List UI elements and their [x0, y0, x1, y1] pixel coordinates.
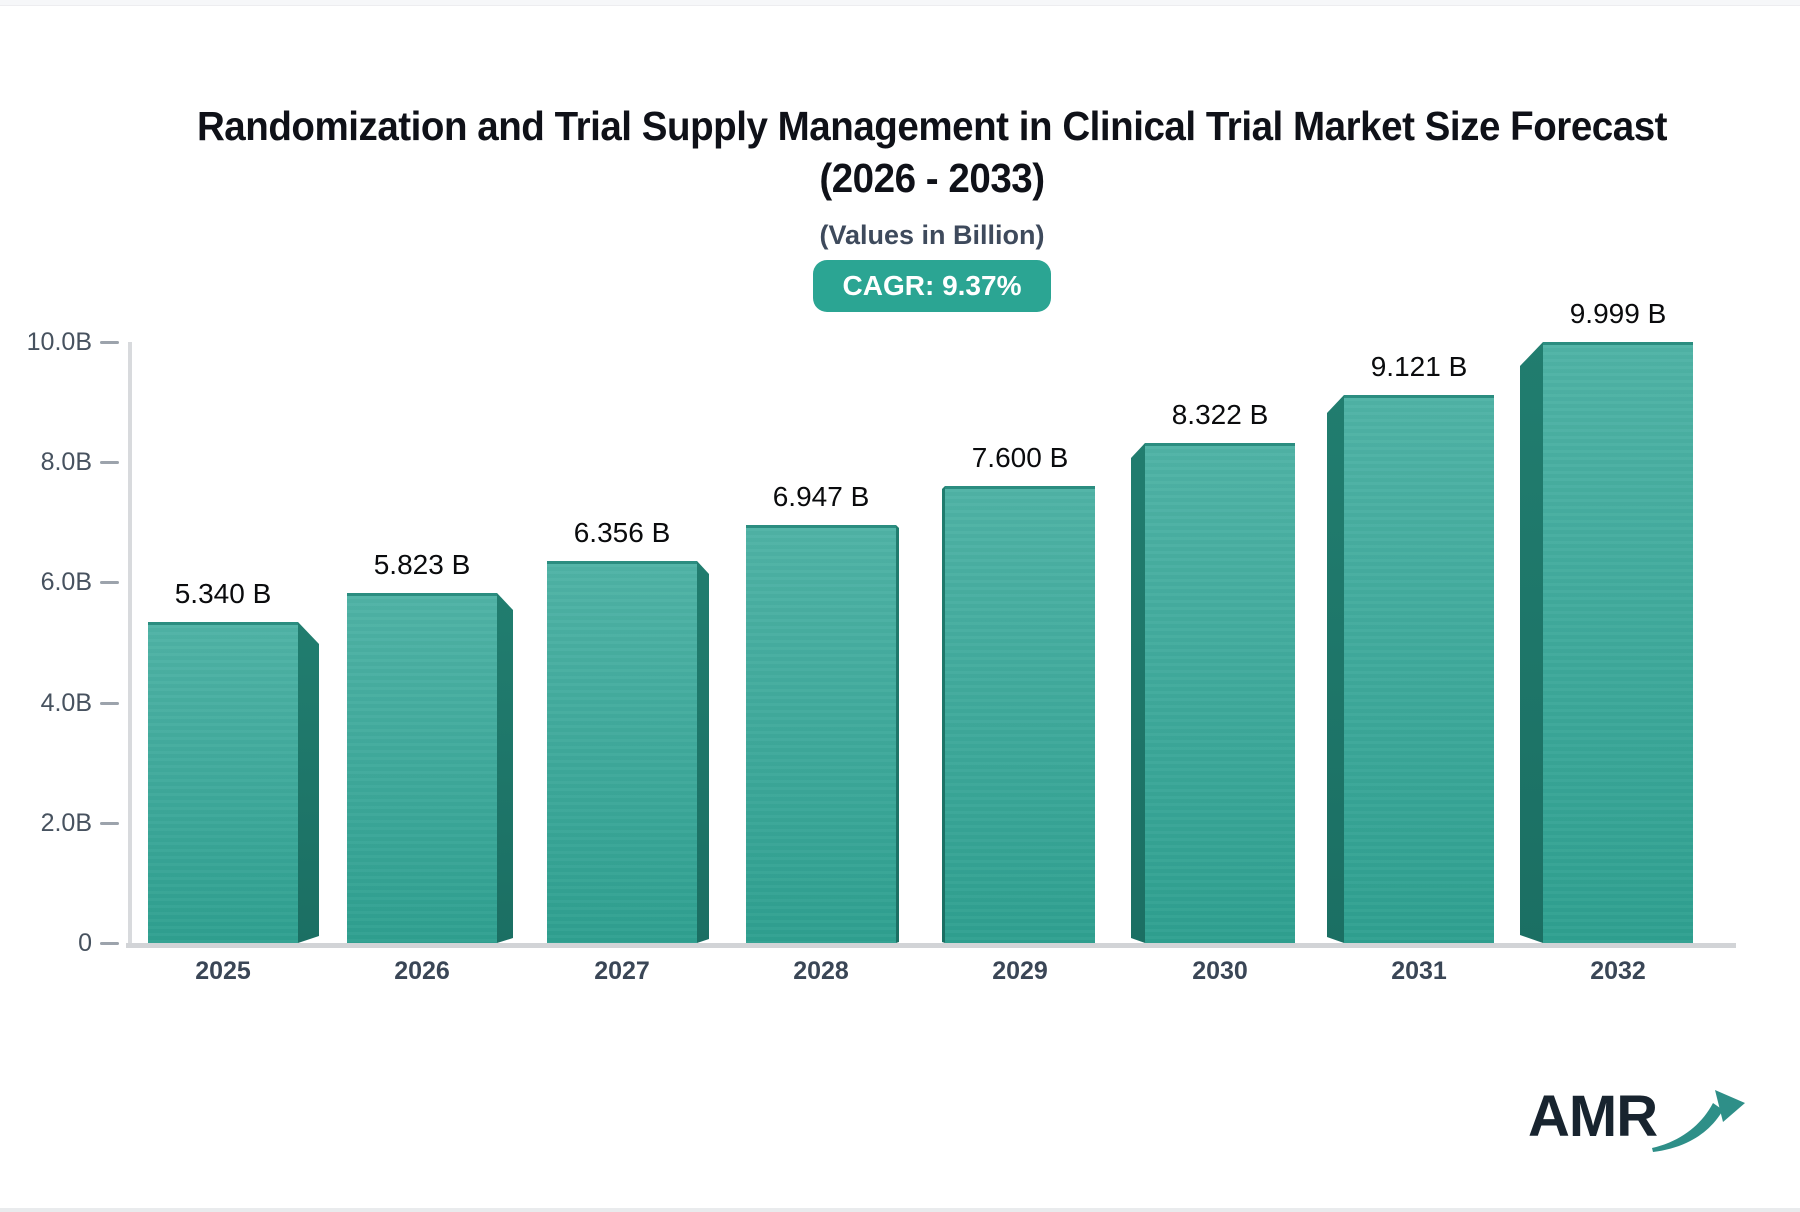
y-axis-tick-label: 8.0B — [40, 448, 92, 477]
bar-value-label: 9.121 B — [1370, 351, 1468, 382]
y-axis-tick-label: 4.0B — [40, 688, 92, 717]
chart-title-line1: Randomization and Trial Supply Managemen… — [196, 103, 1668, 149]
bar-2026 — [347, 593, 497, 943]
y-axis-tick-mark — [100, 341, 119, 344]
x-axis-label-2028: 2028 — [793, 957, 849, 985]
bar-2025 — [148, 622, 298, 943]
y-axis-tick-mark — [100, 461, 119, 465]
bar-value-label: 7.600 B — [971, 442, 1069, 473]
bar-value-label: 5.823 B — [373, 549, 471, 580]
bar-side-2026 — [497, 593, 513, 943]
y-axis-tick-mark — [100, 701, 119, 705]
x-axis-label-2032: 2032 — [1590, 957, 1646, 985]
bar-2031 — [1344, 395, 1494, 943]
amr-logo: AMR — [1528, 1088, 1747, 1156]
bar-side-2031 — [1327, 395, 1344, 943]
bar-side-2025 — [298, 622, 319, 943]
y-axis-tick-mark — [100, 581, 119, 585]
y-axis-tick-label: 2.0B — [40, 808, 92, 837]
y-axis-line — [128, 342, 132, 948]
bar-2028 — [746, 525, 896, 943]
bar-side-2027 — [697, 561, 709, 943]
x-axis-label-2030: 2030 — [1192, 957, 1248, 985]
x-axis-label-2025: 2025 — [195, 957, 251, 985]
bar-2027 — [547, 561, 697, 943]
trending-up-arrow-icon — [1652, 1090, 1746, 1152]
bar-side-2030 — [1131, 443, 1145, 943]
y-axis-tick-label: 0 — [78, 929, 92, 957]
chart-header: Randomization and Trial Supply Managemen… — [128, 100, 1736, 312]
x-axis-label-2026: 2026 — [394, 957, 450, 985]
bar-2029 — [945, 486, 1095, 943]
x-axis-line — [126, 943, 1736, 948]
y-axis-tick-label: 10.0B — [26, 328, 92, 356]
bar-value-label: 9.999 B — [1569, 298, 1667, 329]
chart-subtitle: (Values in Billion) — [819, 220, 1045, 250]
x-axis-label-2027: 2027 — [594, 957, 650, 985]
bottom-border-strip — [0, 1208, 1800, 1212]
bar-value-label: 5.340 B — [174, 578, 272, 609]
y-axis-tick-mark — [100, 821, 119, 825]
amr-logo-text: AMR — [1528, 1084, 1658, 1149]
bar-side-2032 — [1520, 342, 1543, 943]
top-border-strip — [0, 0, 1800, 6]
bar-side-2029 — [942, 486, 945, 943]
bar-value-label: 6.947 B — [772, 481, 870, 512]
y-axis-tick-mark — [100, 942, 119, 945]
cagr-badge: CAGR: 9.37% — [812, 260, 1052, 312]
chart-title-line2: (2026 - 2033) — [819, 155, 1045, 201]
bar-2032 — [1543, 342, 1693, 943]
bar-value-label: 8.322 B — [1171, 399, 1269, 430]
bar-2030 — [1145, 443, 1295, 943]
x-axis-label-2031: 2031 — [1391, 957, 1447, 985]
arrow-head — [1715, 1090, 1746, 1122]
bar-side-2028 — [896, 525, 899, 943]
x-axis-label-2029: 2029 — [992, 957, 1048, 985]
arrow-swoosh — [1652, 1103, 1724, 1152]
bar-value-label: 6.356 B — [573, 517, 671, 548]
y-axis-tick-label: 6.0B — [40, 568, 92, 597]
